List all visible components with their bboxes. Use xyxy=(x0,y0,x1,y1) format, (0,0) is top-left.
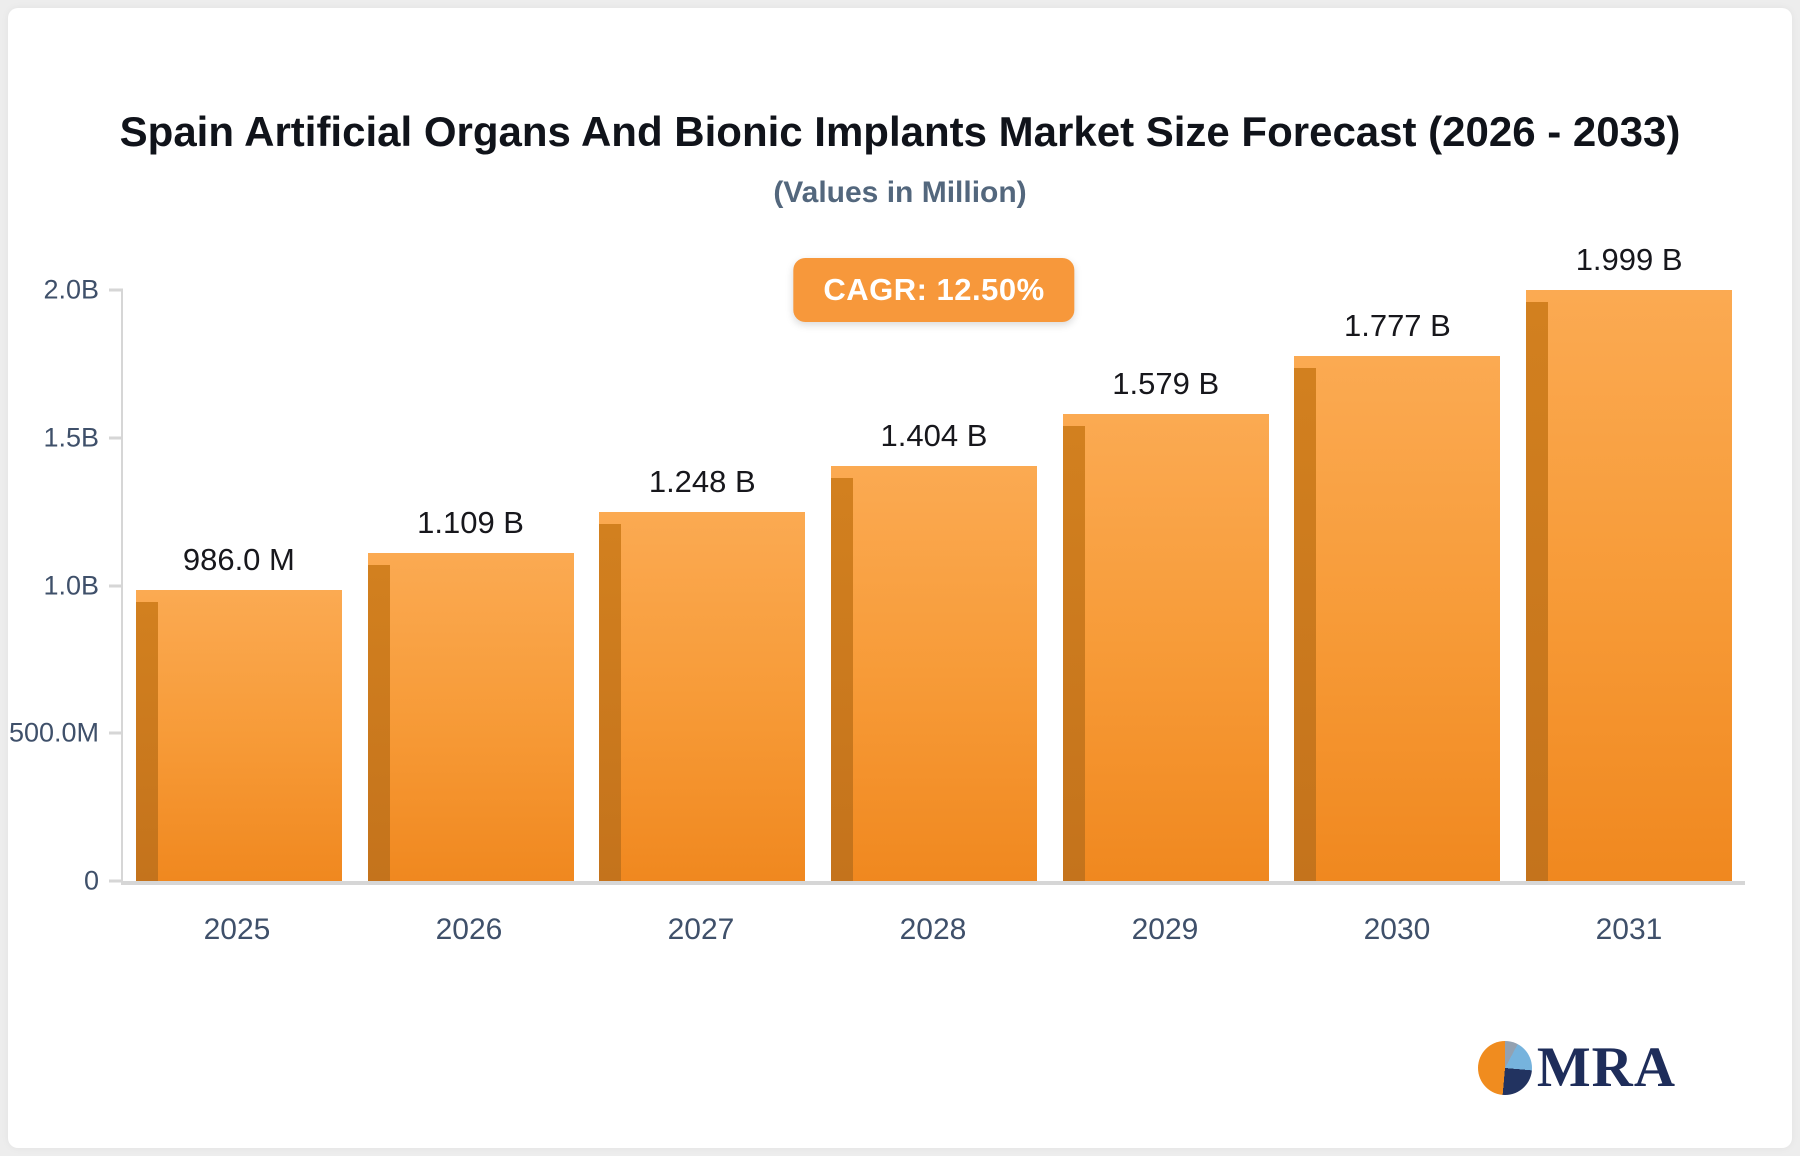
bar-column: 1.999 B xyxy=(1513,242,1745,881)
bar xyxy=(830,466,1037,881)
bar-value-label: 1.404 B xyxy=(880,418,988,454)
bar xyxy=(367,553,574,881)
bar xyxy=(599,512,806,881)
chart-title: Spain Artificial Organs And Bionic Impla… xyxy=(119,108,1681,155)
x-axis-label: 2025 xyxy=(203,913,271,946)
bar-value-label: 1.248 B xyxy=(648,464,756,500)
logo-text: MRA xyxy=(1536,1036,1676,1099)
x-axis-label: 2026 xyxy=(435,913,503,946)
bar-value-label: 986.0 M xyxy=(182,541,295,577)
y-tick-mark xyxy=(109,584,123,587)
x-axis: 2025 2026 2027 2028 2029 2030 2031 xyxy=(121,913,1745,947)
y-axis: 0 500.0M 1.0B 1.5B 2.0B xyxy=(9,275,1745,896)
x-axis-label: 2030 xyxy=(1363,913,1431,946)
bar xyxy=(135,589,342,882)
y-tick: 0 xyxy=(84,866,123,897)
bar-value-label: 1.109 B xyxy=(417,505,524,541)
y-tick-mark xyxy=(109,436,123,440)
y-tick: 1.5B xyxy=(43,422,123,453)
plot-area: CAGR: 12.50% 0 500.0M 1.0B 1.5B 2.0B 986.0 M… xyxy=(9,242,1745,896)
y-tick: 2.0B xyxy=(43,275,123,306)
y-tick: 500.0M xyxy=(9,718,123,749)
y-tick-label: 1.5B xyxy=(43,422,99,453)
bar-column: 1.248 B xyxy=(586,290,818,881)
x-axis-label: 2028 xyxy=(899,913,967,946)
x-axis-label: 2027 xyxy=(667,913,735,946)
bar-column: 1.404 B xyxy=(818,290,1050,881)
y-tick-label: 500.0M xyxy=(8,717,99,748)
y-tick-mark xyxy=(109,731,123,735)
logo-pie-icon xyxy=(1477,1040,1532,1095)
chart-subtitle: (Values in Million) xyxy=(773,176,1027,209)
y-tick: 1.0B xyxy=(43,570,123,601)
chart-card: Spain Artificial Organs And Bionic Impla… xyxy=(8,8,1792,1148)
bar-value-label: 1.999 B xyxy=(1575,242,1683,278)
bar-column: 1.777 B xyxy=(1282,290,1514,882)
bar xyxy=(1526,290,1733,881)
bar xyxy=(1062,414,1269,881)
y-tick-label: 1.0B xyxy=(43,570,99,600)
bar-column: 1.579 B xyxy=(1050,290,1282,881)
x-axis-label: 2031 xyxy=(1595,913,1663,946)
y-tick-mark xyxy=(109,288,123,292)
bar xyxy=(1294,355,1501,882)
bar-value-label: 1.579 B xyxy=(1112,366,1220,402)
y-tick-label: 0 xyxy=(83,865,99,896)
y-tick-mark xyxy=(109,879,123,883)
y-tick-label: 2.0B xyxy=(43,274,99,305)
bar-value-label: 1.777 B xyxy=(1343,307,1451,343)
logo: MRA xyxy=(1477,1036,1676,1099)
bar-column: 1.109 B xyxy=(355,290,587,881)
cagr-badge: CAGR: 12.50% xyxy=(793,258,1075,322)
x-axis-label: 2029 xyxy=(1131,913,1199,946)
bar-column: 986.0 M xyxy=(123,290,355,882)
